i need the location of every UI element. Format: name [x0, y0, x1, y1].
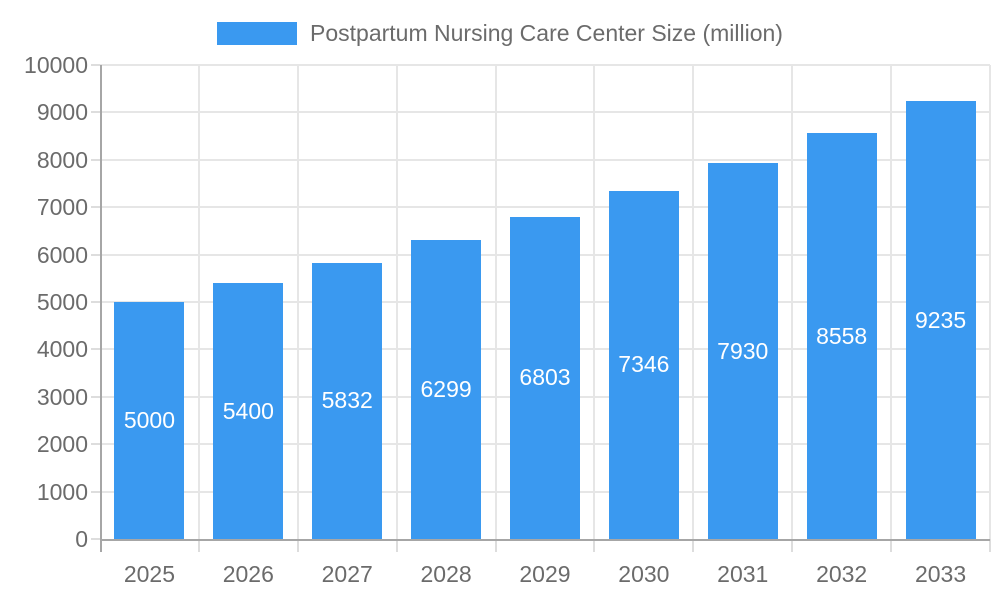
gridline-vertical [890, 65, 893, 539]
y-axis-label: 7000 [36, 194, 88, 221]
x-axis-label: 2030 [618, 561, 670, 587]
bar-2028[interactable]: 6299 [411, 240, 482, 539]
legend: Postpartum Nursing Care Center Size (mil… [0, 19, 1000, 47]
x-axis-label: 2033 [914, 561, 967, 587]
y-axis-tick [91, 443, 100, 446]
x-axis-label: 2029 [519, 561, 571, 587]
bar-value-label: 9235 [914, 306, 967, 333]
y-axis-label: 4000 [36, 336, 88, 363]
y-axis-tick [91, 395, 100, 398]
x-axis-label: 2028 [420, 561, 472, 587]
x-axis-label: 2025 [123, 561, 176, 587]
y-axis-tick [91, 301, 100, 303]
bar-value-label: 8558 [816, 322, 868, 349]
bar-value-label: 5000 [123, 407, 176, 433]
y-axis-tick [91, 158, 100, 161]
x-axis-tick [197, 539, 200, 552]
x-axis-tick [494, 539, 497, 552]
bar-2029[interactable]: 6803 [510, 216, 580, 539]
x-axis-tick [890, 539, 893, 552]
bar-value-label: 5400 [222, 397, 274, 424]
bar-value-label: 7346 [618, 351, 670, 378]
x-axis-line [100, 539, 990, 541]
bar-value-label: 6299 [420, 376, 472, 403]
y-axis-label: 9000 [36, 99, 88, 126]
x-axis-label: 2027 [321, 561, 373, 587]
x-axis-label: 2026 [222, 561, 274, 587]
y-axis-tick [91, 111, 100, 114]
y-axis-line [100, 65, 102, 552]
gridline-horizontal [100, 158, 990, 161]
x-axis-tick [296, 539, 299, 552]
y-axis-tick [91, 253, 100, 256]
bar-2027[interactable]: 5832 [312, 262, 383, 539]
gridline-vertical [296, 65, 299, 539]
bar-value-label: 7930 [717, 337, 769, 364]
bar-2026[interactable]: 5400 [213, 283, 284, 539]
y-axis-label: 0 [75, 526, 88, 552]
bar-value-label: 6803 [519, 364, 571, 391]
legend-item[interactable]: Postpartum Nursing Care Center Size (mil… [217, 19, 783, 47]
gridline-horizontal [100, 64, 990, 66]
x-axis-label: 2031 [717, 561, 769, 587]
x-axis-tick [791, 539, 794, 552]
gridline-horizontal [100, 206, 990, 209]
gridline-vertical [395, 65, 398, 539]
x-axis-label: 2032 [816, 561, 868, 587]
gridline-vertical [593, 65, 596, 539]
legend-label: Postpartum Nursing Care Center Size (mil… [310, 20, 783, 46]
legend-swatch-icon [217, 21, 298, 45]
y-axis-tick [91, 538, 100, 540]
y-axis-label: 8000 [36, 146, 88, 173]
y-axis-label: 3000 [36, 383, 88, 410]
gridline-vertical [791, 65, 794, 539]
y-axis-tick [91, 490, 100, 493]
y-axis-label: 5000 [36, 289, 88, 315]
bar-value-label: 5832 [321, 387, 373, 414]
gridline-vertical [494, 65, 497, 539]
x-axis-tick [989, 539, 991, 552]
y-axis-tick [91, 348, 100, 351]
gridline-horizontal [100, 111, 990, 114]
gridline-vertical [197, 65, 200, 539]
gridline-vertical [989, 65, 991, 539]
y-axis-tick [91, 206, 100, 209]
x-axis-tick [593, 539, 596, 552]
y-axis-label: 10000 [24, 52, 88, 78]
x-axis-tick [395, 539, 398, 552]
y-axis-label: 1000 [36, 478, 88, 505]
x-axis-tick [692, 539, 695, 552]
bar-2025[interactable]: 5000 [114, 302, 185, 539]
bar-2030[interactable]: 7346 [608, 190, 679, 539]
y-axis-tick [91, 64, 100, 66]
gridline-vertical [692, 65, 695, 539]
y-axis-label: 2000 [36, 431, 88, 458]
bar-2032[interactable]: 8558 [806, 133, 877, 539]
bar-2031[interactable]: 7930 [707, 163, 778, 539]
y-axis-label: 6000 [36, 241, 88, 268]
bar-2033[interactable]: 9235 [905, 101, 976, 539]
